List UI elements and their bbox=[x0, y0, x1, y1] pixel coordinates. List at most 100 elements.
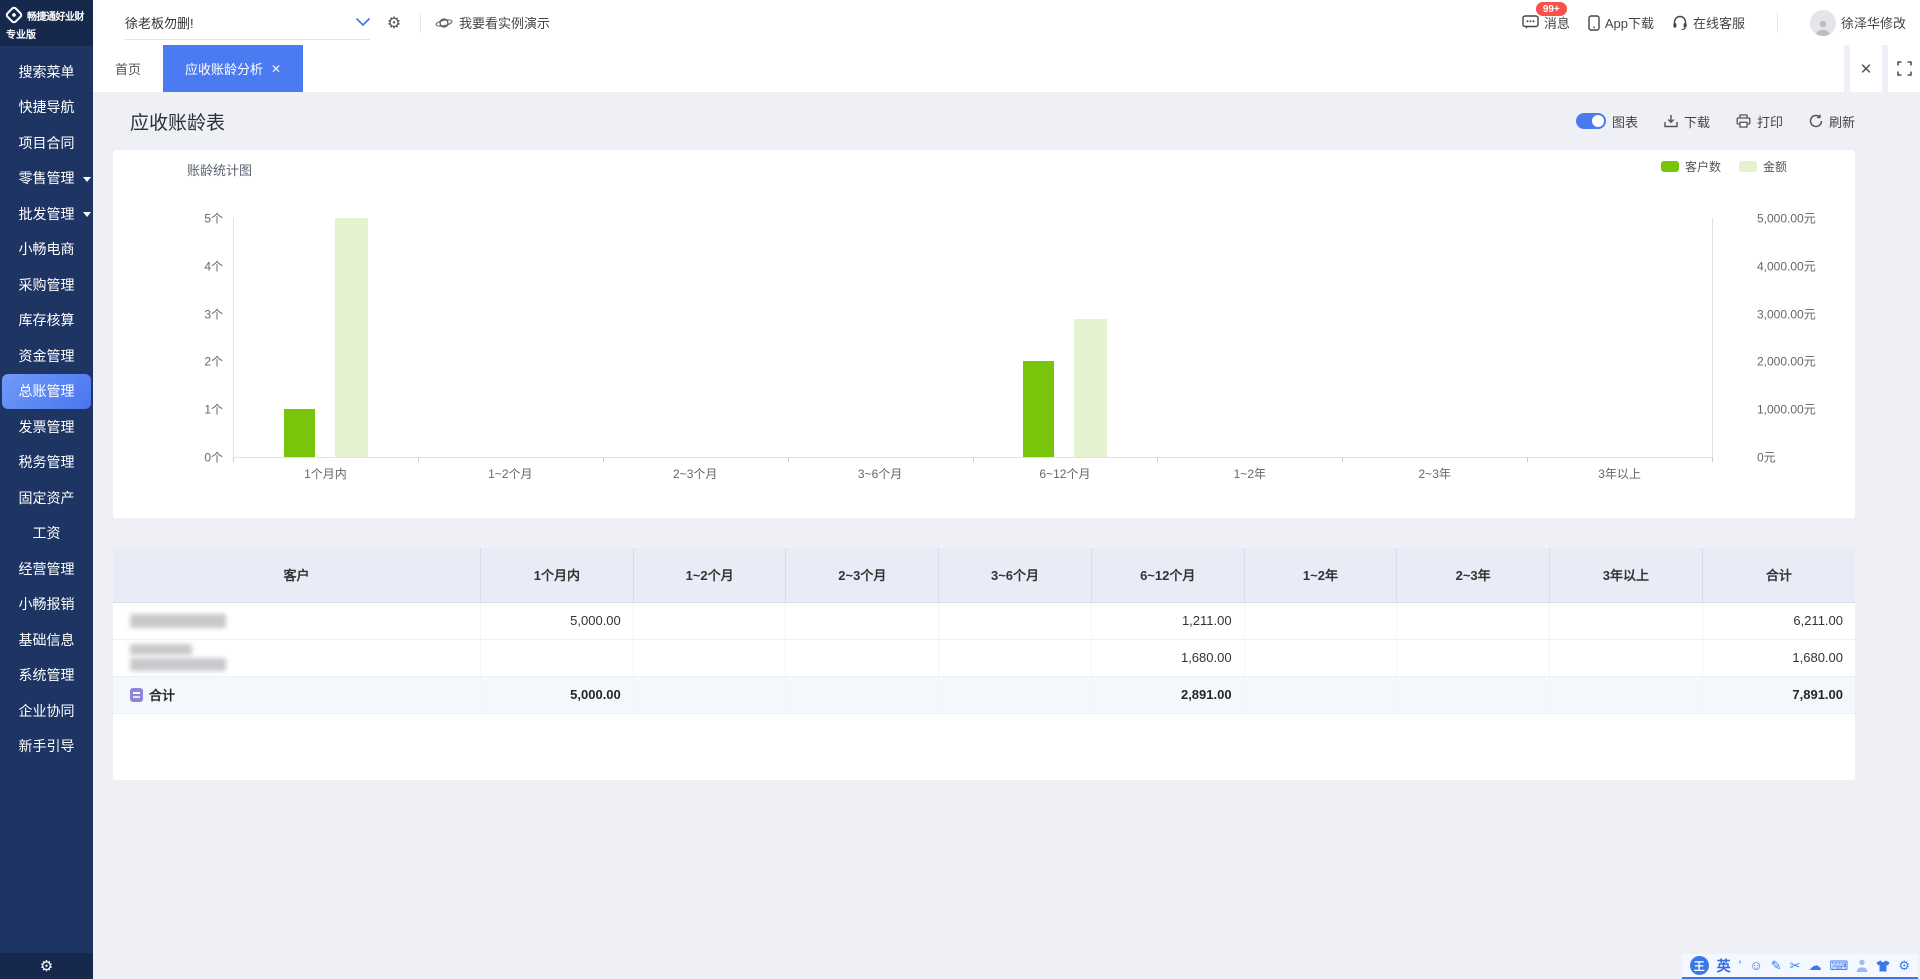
demo-link-label: 我要看实例演示 bbox=[459, 16, 551, 31]
chart-toggle-label: 图表 bbox=[1611, 114, 1638, 130]
total-cell-3~6个月 bbox=[938, 676, 1092, 714]
sidebar-item-17[interactable]: 系统管理 bbox=[18, 667, 75, 684]
y-axis-right-tick: 2,000.00元 bbox=[1757, 354, 1816, 369]
total-icon bbox=[130, 687, 143, 702]
bar-customer-count-6~12个月[interactable] bbox=[1023, 361, 1055, 457]
tab-label: 首页 bbox=[115, 62, 142, 77]
aging-table-card: 客户 1个月内 1~2个月 2~3个月 3~6个月 6~12个月 1~2年 2~3年 3年以上合… bbox=[113, 548, 1855, 780]
column-header-2~3年: 2~3年 bbox=[1396, 548, 1550, 603]
ime-keyboard-icon[interactable]: ⌨ bbox=[1829, 958, 1849, 973]
ime-cloud-icon[interactable]: ☁ bbox=[1808, 958, 1822, 973]
cell-1个月内: 5,000.00 bbox=[480, 602, 634, 640]
sidebar-item-7[interactable]: 库存核算 bbox=[18, 312, 75, 329]
sidebar-item-14[interactable]: 经营管理 bbox=[18, 560, 75, 577]
column-header-2~3个月: 2~3个月 bbox=[785, 548, 940, 603]
sidebar-item-10[interactable]: 发票管理 bbox=[18, 418, 75, 435]
chart-toggle-switch[interactable] bbox=[1575, 113, 1606, 129]
total-cell-3年以上 bbox=[1549, 676, 1703, 714]
ime-person-icon[interactable] bbox=[1856, 959, 1868, 972]
legend-swatch bbox=[1660, 161, 1679, 172]
x-axis-label: 3~6个月 bbox=[857, 467, 903, 481]
app-download-button[interactable]: App下载 bbox=[1588, 13, 1654, 32]
y-axis-right-line bbox=[1712, 218, 1713, 457]
close-tab-button[interactable]: ✕ bbox=[1844, 45, 1882, 92]
x-axis-tick bbox=[787, 457, 789, 462]
sidebar-item-13[interactable]: 工资 bbox=[32, 525, 61, 542]
bar-amount-6~12个月[interactable] bbox=[1074, 318, 1108, 457]
customer-name-redacted bbox=[113, 639, 482, 677]
ime-language-toggle[interactable]: 英 bbox=[1716, 957, 1731, 974]
y-axis-left-line bbox=[233, 218, 234, 457]
total-label: 合计 bbox=[149, 688, 176, 703]
y-axis-left-tick: 5个 bbox=[204, 211, 223, 226]
x-axis-label: 1~2年 bbox=[1233, 467, 1266, 481]
cell-2~3个月 bbox=[785, 639, 940, 677]
workspace-selector[interactable]: 徐老板勿删! bbox=[125, 6, 370, 40]
y-axis-left-tick: 3个 bbox=[204, 307, 223, 322]
sidebar-item-8[interactable]: 资金管理 bbox=[18, 347, 75, 364]
x-axis-label: 2~3年 bbox=[1418, 467, 1451, 481]
y-axis-right-tick: 3,000.00元 bbox=[1757, 307, 1816, 322]
print-button[interactable]: 打印 bbox=[1736, 112, 1783, 131]
tab-label: 应收账龄分析 bbox=[185, 62, 264, 77]
x-axis-label: 6~12个月 bbox=[1039, 467, 1091, 481]
messages-label: 消息 bbox=[1543, 16, 1570, 31]
sidebar-item-2[interactable]: 项目合同 bbox=[18, 134, 75, 151]
sidebar-item-5[interactable]: 小畅电商 bbox=[18, 241, 75, 258]
divider bbox=[420, 12, 421, 33]
legend-item-金额[interactable]: 金额 bbox=[1738, 158, 1787, 175]
demo-link[interactable]: 我要看实例演示 bbox=[435, 13, 550, 32]
sidebar-item-6[interactable]: 采购管理 bbox=[18, 276, 75, 293]
ime-comma-icon[interactable]: ʼ bbox=[1738, 958, 1742, 973]
refresh-icon bbox=[1809, 114, 1823, 128]
cell-1个月内 bbox=[480, 639, 634, 677]
bar-customer-count-1个月内[interactable] bbox=[283, 409, 315, 457]
caret-down-icon bbox=[83, 176, 91, 182]
y-axis-right-tick: 1,000.00元 bbox=[1757, 402, 1816, 417]
sidebar-item-1[interactable]: 快捷导航 bbox=[18, 99, 75, 116]
cell-3年以上 bbox=[1549, 602, 1703, 640]
bar-amount-1个月内[interactable] bbox=[334, 218, 368, 457]
tab-0[interactable]: 首页 bbox=[93, 45, 163, 92]
tab-1[interactable]: 应收账龄分析 ✕ bbox=[163, 45, 304, 92]
sidebar-item-11[interactable]: 税务管理 bbox=[18, 454, 75, 471]
divider bbox=[1776, 12, 1778, 33]
sidebar-item-3[interactable]: 零售管理 bbox=[0, 161, 93, 197]
sidebar-item-0[interactable]: 搜索菜单 bbox=[18, 63, 75, 80]
legend-item-客户数[interactable]: 客户数 bbox=[1660, 158, 1721, 175]
table-row-0[interactable]: 5,000.00 1,211.00 6,211.00 bbox=[113, 602, 1855, 640]
download-label: 下载 bbox=[1683, 114, 1710, 130]
messages-button[interactable]: 99+ 消息 bbox=[1522, 2, 1570, 32]
sidebar-item-19[interactable]: 新手引导 bbox=[18, 738, 75, 755]
fullscreen-icon[interactable] bbox=[1882, 45, 1920, 92]
workspace-settings-gear-icon[interactable]: ⚙ bbox=[386, 14, 402, 32]
x-axis-label: 1个月内 bbox=[304, 467, 347, 481]
ime-gear-icon[interactable]: ⚙ bbox=[1898, 958, 1910, 973]
ime-emoji-icon[interactable]: ☺ bbox=[1749, 958, 1763, 973]
ime-pencil-icon[interactable]: ✎ bbox=[1770, 958, 1782, 973]
total-cell-1~2个月 bbox=[633, 676, 787, 714]
support-button[interactable]: 在线客服 bbox=[1672, 13, 1745, 32]
download-button[interactable]: 下载 bbox=[1664, 112, 1710, 131]
ime-logo-icon[interactable]: 王 bbox=[1689, 956, 1709, 975]
sidebar-item-12[interactable]: 固定资产 bbox=[18, 489, 75, 506]
sidebar-item-16[interactable]: 基础信息 bbox=[18, 631, 75, 648]
ime-scissors-icon[interactable]: ✂ bbox=[1789, 958, 1801, 973]
user-menu[interactable]: 徐泽华修改 bbox=[1809, 9, 1906, 36]
sidebar-item-18[interactable]: 企业协同 bbox=[18, 702, 75, 719]
x-axis-tick bbox=[972, 457, 974, 462]
x-axis-tick bbox=[1527, 457, 1529, 462]
refresh-button[interactable]: 刷新 bbox=[1809, 112, 1855, 131]
sidebar-item-9[interactable]: 总账管理 bbox=[2, 373, 91, 409]
sidebar-item-15[interactable]: 小畅报销 bbox=[18, 596, 75, 613]
app-download-label: App下载 bbox=[1604, 16, 1654, 31]
ime-shirt-icon[interactable] bbox=[1876, 960, 1890, 972]
planet-icon bbox=[435, 16, 453, 30]
sidebar-settings-gear-icon[interactable]: ⚙ bbox=[39, 958, 54, 975]
table-row-1[interactable]: 1,680.00 1,680.00 bbox=[113, 639, 1855, 677]
sidebar-item-4[interactable]: 批发管理 bbox=[0, 196, 93, 232]
edition-label: 专业版 bbox=[6, 30, 36, 41]
tab-close-icon[interactable]: ✕ bbox=[271, 61, 282, 76]
chart-toggle-control: 图表 bbox=[1575, 112, 1638, 131]
cell-合计: 6,211.00 bbox=[1702, 602, 1855, 640]
